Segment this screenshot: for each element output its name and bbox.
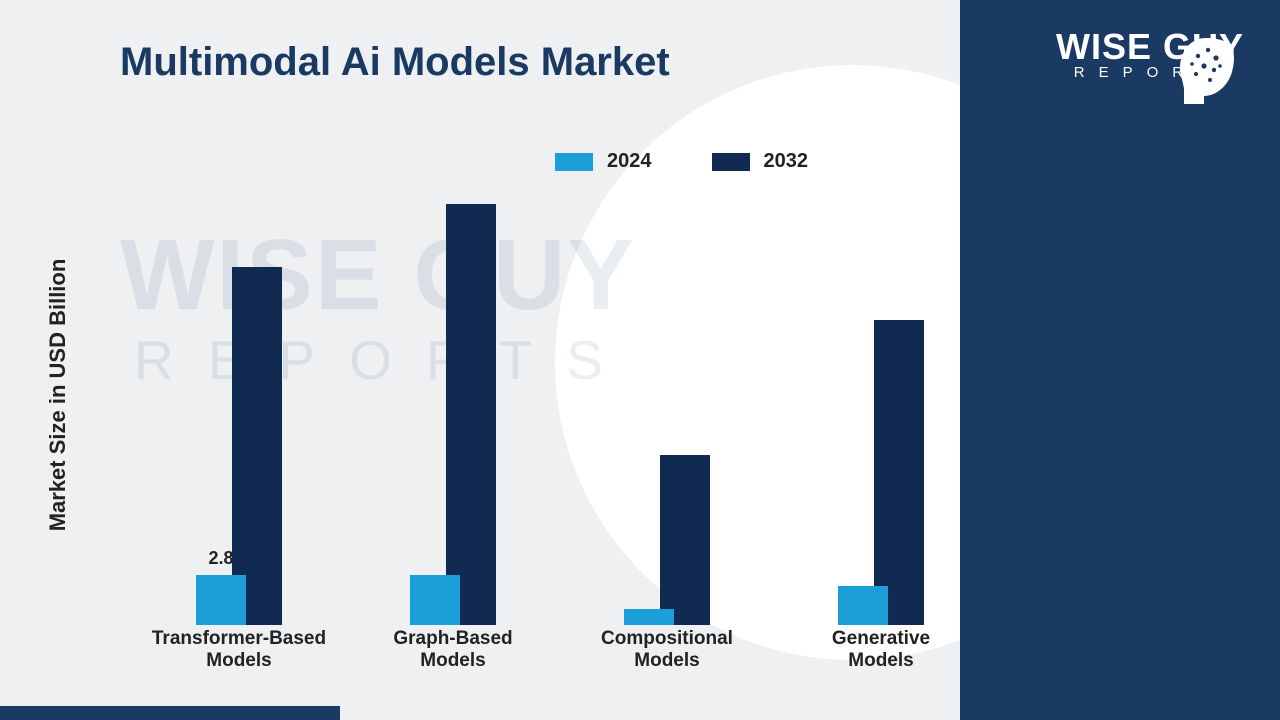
legend-label-2032: 2032 — [764, 150, 809, 173]
legend-item-2024: 2024 — [555, 150, 652, 173]
x-label-1: Graph-BasedModels — [353, 628, 553, 672]
bottom-accent-bar — [0, 706, 340, 720]
side-panel — [960, 0, 1280, 720]
brand-head-icon — [1176, 36, 1240, 108]
x-label-2: CompositionalModels — [567, 628, 767, 672]
legend-item-2032: 2032 — [712, 150, 809, 173]
plot-area: 2.8 — [100, 195, 980, 625]
bar-2024-3 — [838, 586, 888, 625]
bar-2024-1 — [410, 575, 460, 625]
bar-2032-1 — [446, 204, 496, 625]
brand-logo: WISE GUY REPORTS — [1056, 26, 1244, 81]
y-axis-label: Market Size in USD Billion — [45, 259, 71, 532]
x-label-0: Transformer-BasedModels — [139, 628, 339, 672]
bars-container: 2.8 — [100, 195, 980, 625]
legend-label-2024: 2024 — [607, 150, 652, 173]
bar-2024-2 — [624, 609, 674, 625]
bar-2024-0 — [196, 575, 246, 625]
legend-swatch-2024 — [555, 153, 593, 171]
x-label-3: GenerativeModels — [781, 628, 981, 672]
legend: 2024 2032 — [555, 150, 808, 173]
bar-2032-2 — [660, 455, 710, 625]
chart-canvas: WISE GUY REPORTS Multimodal Ai Models Ma… — [0, 0, 1280, 720]
legend-swatch-2032 — [712, 153, 750, 171]
bar-2032-3 — [874, 320, 924, 625]
chart-title: Multimodal Ai Models Market — [120, 40, 670, 85]
bar-2032-0 — [232, 267, 282, 625]
